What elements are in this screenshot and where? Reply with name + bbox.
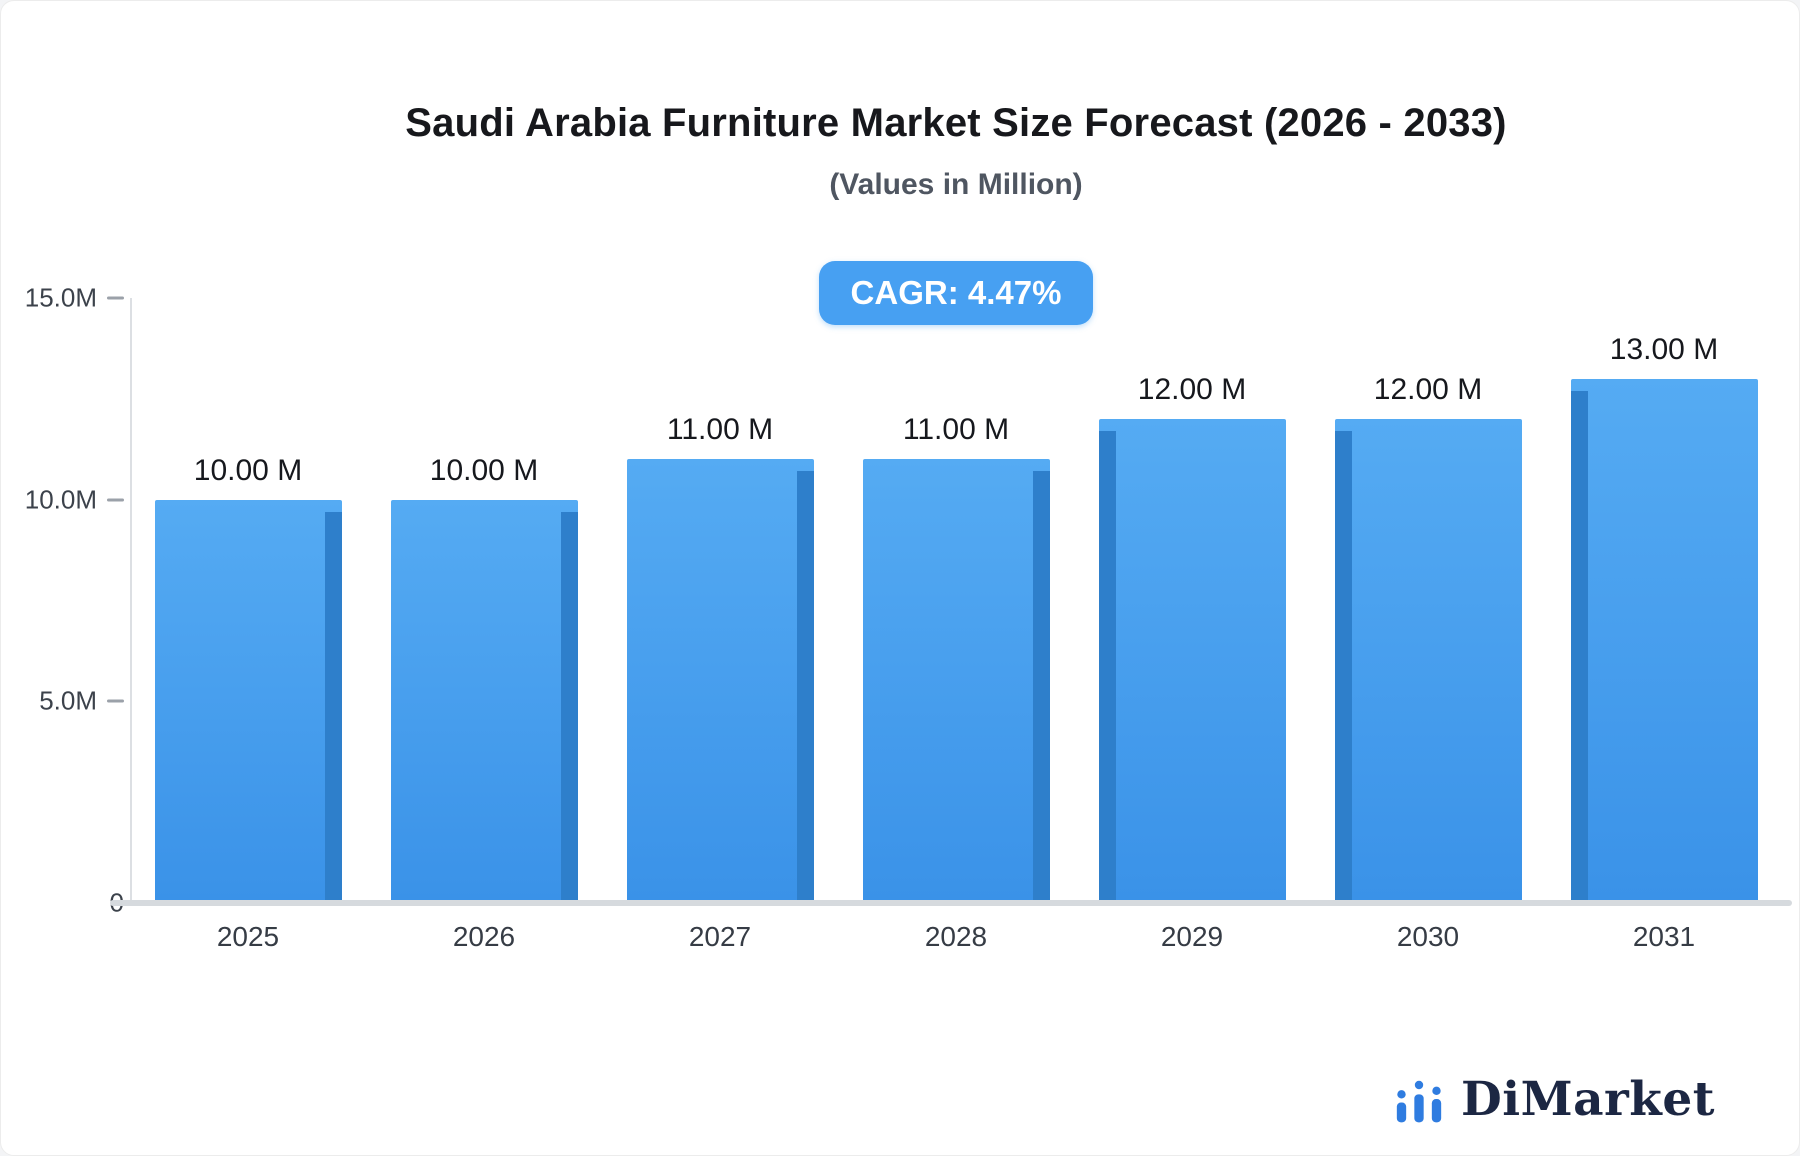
bar-slot-2029: 12.00 M [1098, 298, 1286, 903]
bar-side-shade [324, 512, 342, 903]
bars: 10.00 M 10.00 M 11.00 M 11.00 M 12.00 M 12.00… [130, 298, 1782, 903]
y-axis-tick-label: 5.0M [39, 685, 97, 716]
bar-value-label: 12.00 M [1373, 373, 1483, 406]
y-axis-tick: 10.0M [25, 484, 130, 515]
bar-side-shade [560, 512, 578, 903]
badge-row: CAGR: 4.47% [130, 261, 1782, 325]
bar-slot-2025: 10.00 M [154, 298, 342, 903]
bar-value-label: 10.00 M [193, 454, 303, 487]
brand-logo-text: DiMarket [1460, 1071, 1715, 1127]
bar-slot-2026: 10.00 M [390, 298, 578, 903]
x-axis-label: 2028 [924, 921, 988, 952]
x-axis-label: 2025 [216, 921, 280, 952]
y-axis-tick-mark [107, 699, 124, 703]
bar-slot-2030: 12.00 M [1334, 298, 1522, 903]
x-axis-label: 2027 [688, 921, 752, 952]
bar-chart-logo-icon [1396, 1080, 1442, 1123]
bar-value-label: 11.00 M [666, 413, 774, 446]
bar-value-label: 13.00 M [1609, 333, 1719, 366]
x-axis-label: 2031 [1632, 921, 1696, 952]
bar-value-label: 12.00 M [1137, 373, 1247, 406]
bar [862, 459, 1050, 903]
x-axis-labels: 2025 2026 2027 2028 2029 2030 2031 [130, 921, 1782, 953]
bar [1098, 419, 1286, 903]
y-axis-tick-mark [107, 296, 124, 300]
bar [1570, 379, 1758, 903]
x-axis-label: 2030 [1396, 921, 1460, 952]
y-axis-tick-label: 10.0M [24, 484, 97, 515]
x-axis-label: 2029 [1160, 921, 1224, 952]
chart-subtitle: (Values in Million) [829, 168, 1083, 201]
bar-side-shade [796, 471, 814, 903]
bar-value-label: 10.00 M [429, 454, 539, 487]
y-axis-tick-mark [107, 498, 124, 502]
bar [154, 500, 342, 903]
bar-slot-2027: 11.00 M [626, 298, 814, 903]
chart-title: Saudi Arabia Furniture Market Size Forec… [405, 101, 1507, 145]
bar-side-shade [1334, 431, 1352, 903]
bar [390, 500, 578, 903]
bar-slot-2028: 11.00 M [862, 298, 1050, 903]
bar-side-shade [1032, 471, 1050, 903]
y-axis-tick-label: 15.0M [24, 282, 97, 313]
chart-header: Saudi Arabia Furniture Market Size Forec… [130, 101, 1782, 202]
bar [626, 459, 814, 903]
y-axis-line [130, 298, 132, 903]
bar-side-shade [1570, 391, 1588, 903]
x-axis-baseline [110, 900, 1792, 906]
bar-slot-2031: 13.00 M [1570, 298, 1758, 903]
x-axis-label: 2026 [452, 921, 516, 952]
brand-logo: DiMarket [1391, 1071, 1715, 1127]
y-axis-tick: 15.0M [25, 283, 130, 314]
y-axis-tick: 5.0M [39, 686, 130, 717]
bar-side-shade [1098, 431, 1116, 903]
cagr-badge: CAGR: 4.47% [818, 261, 1094, 325]
bar-value-label: 11.00 M [902, 413, 1010, 446]
bar [1334, 419, 1522, 903]
